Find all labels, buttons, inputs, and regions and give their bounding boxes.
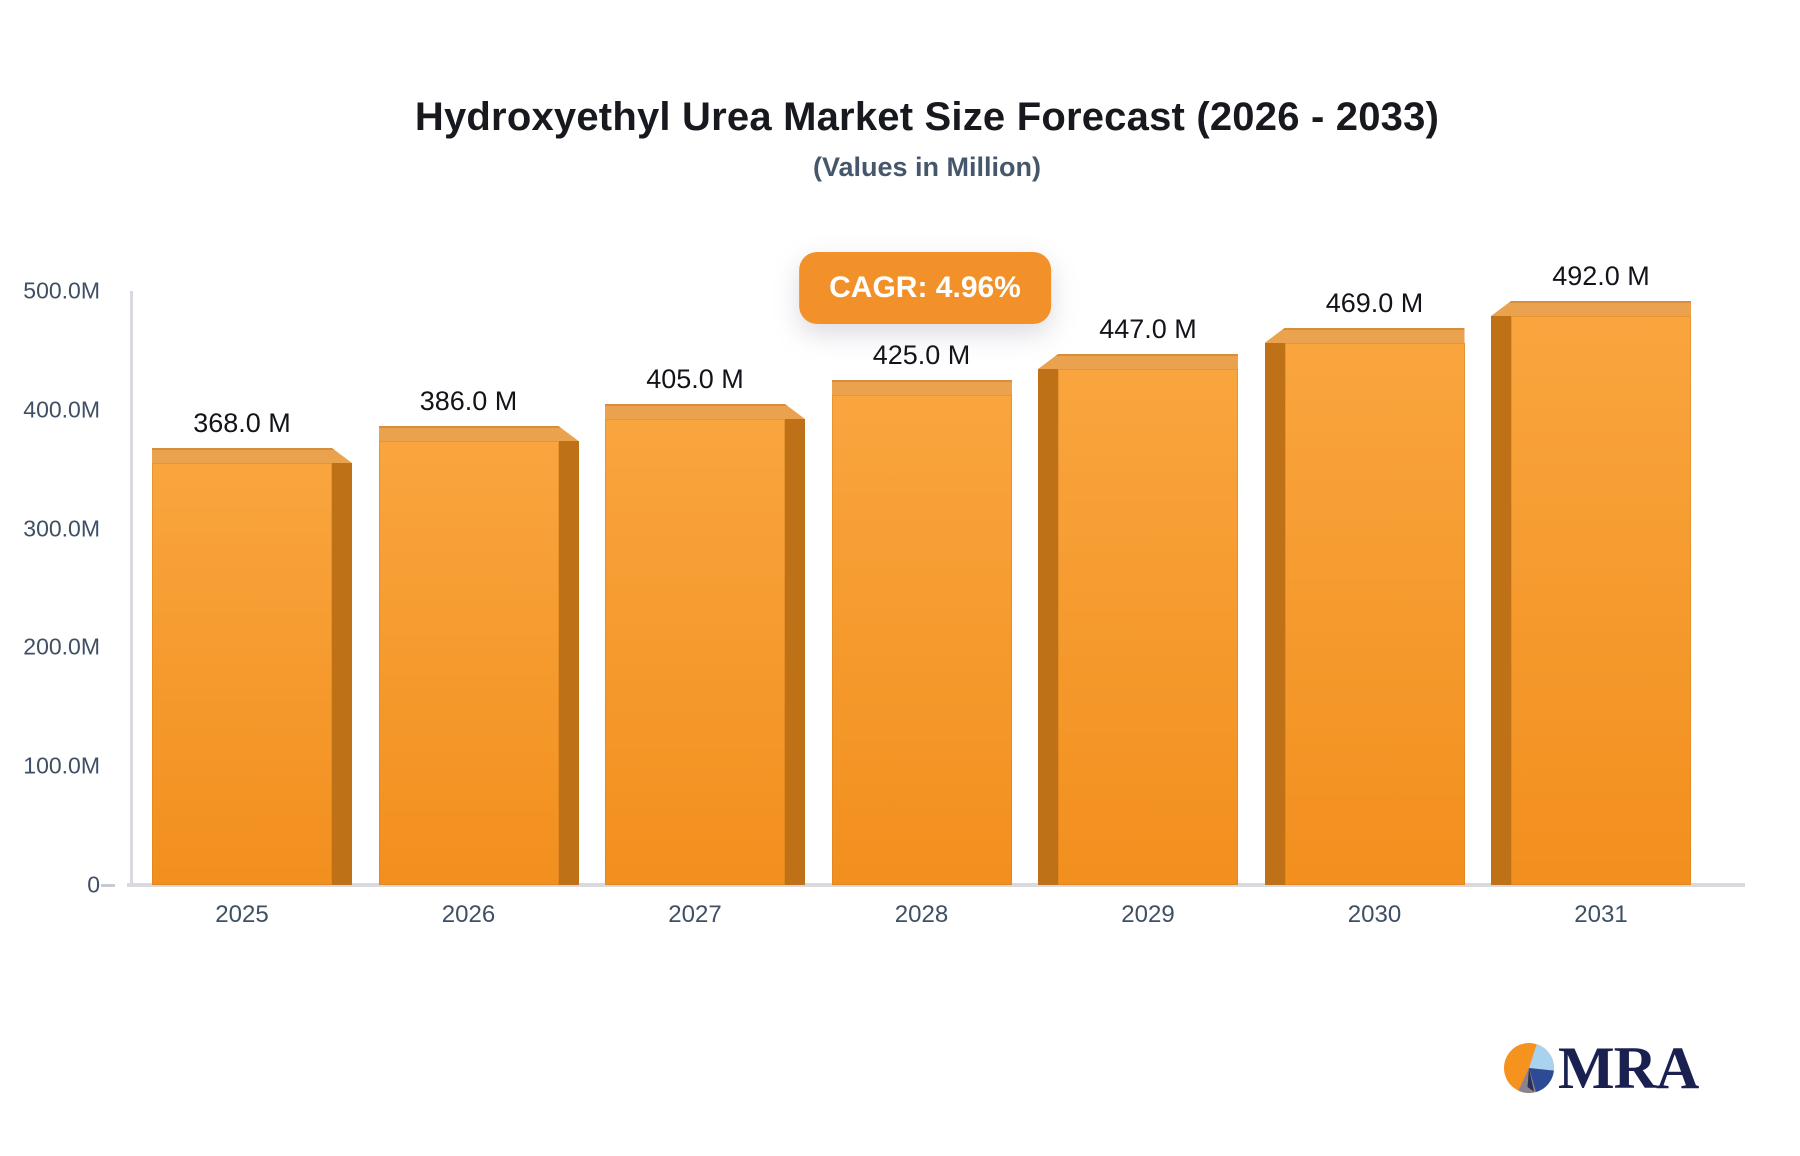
y-axis-tick-label: 500.0M xyxy=(23,277,100,304)
bar-front-face xyxy=(378,441,559,885)
chart-subtitle: (Values in Million) xyxy=(812,152,1042,182)
bar-front-face xyxy=(831,395,1012,885)
x-axis-tick-label: 2025 xyxy=(215,901,269,928)
bar-side-face xyxy=(1491,316,1511,885)
bar-side-face xyxy=(332,463,352,885)
bar-top-face xyxy=(152,448,352,463)
x-axis-tick-label: 2028 xyxy=(894,901,949,928)
bar-front-face xyxy=(1511,316,1691,885)
bar-top-face xyxy=(605,404,805,419)
x-axis-tick-label: 2031 xyxy=(1574,901,1628,928)
bar-side-face xyxy=(558,441,579,885)
bar-value-label: 492.0 M xyxy=(1552,261,1650,291)
bar-top-face xyxy=(831,380,1012,395)
bar-value-label: 469.0 M xyxy=(1325,288,1424,318)
bar-value-label: 405.0 M xyxy=(646,364,744,394)
bar-value-label: 447.0 M xyxy=(1099,314,1197,344)
y-axis-tick-label: 300.0M xyxy=(23,515,100,542)
bar-side-face xyxy=(785,419,805,885)
bar-value-label: 425.0 M xyxy=(872,340,971,370)
bar-value-label: 368.0 M xyxy=(193,408,291,438)
x-axis-tick-label: 2027 xyxy=(668,901,722,928)
bar-top-face xyxy=(1491,301,1691,316)
x-axis-tick-label: 2030 xyxy=(1347,901,1402,928)
mra-logo: MRA xyxy=(1503,1035,1699,1101)
y-axis-tick-label: 100.0M xyxy=(23,752,100,779)
y-axis-tick-label: 400.0M xyxy=(23,396,100,423)
bar-value-label: 386.0 M xyxy=(419,386,518,416)
x-axis-tick-label: 2026 xyxy=(441,901,496,928)
chart-title: Hydroxyethyl Urea Market Size Forecast (… xyxy=(414,95,1440,139)
bar-side-face xyxy=(1038,369,1058,885)
bar-front-face xyxy=(152,463,332,885)
bar-top-face xyxy=(379,426,579,441)
logo-pie-icon xyxy=(1504,1043,1555,1094)
y-axis-line xyxy=(130,291,133,885)
cagr-badge: CAGR: 4.96% xyxy=(799,252,1051,324)
y-axis-tick-label: 0 xyxy=(87,871,100,898)
bar-front-face xyxy=(605,419,785,885)
x-axis-tick-label: 2029 xyxy=(1121,901,1175,928)
bar-top-face xyxy=(1038,354,1238,369)
logo-text: MRA xyxy=(1558,1035,1699,1101)
bar-top-face xyxy=(1264,328,1465,343)
bar-front-face xyxy=(1284,343,1465,885)
bar-side-face xyxy=(1264,343,1285,885)
x-axis-line xyxy=(127,883,1745,887)
y-axis-zero-tick xyxy=(101,884,115,887)
y-axis-tick-label: 200.0M xyxy=(23,633,100,660)
bar-front-face xyxy=(1058,369,1238,885)
